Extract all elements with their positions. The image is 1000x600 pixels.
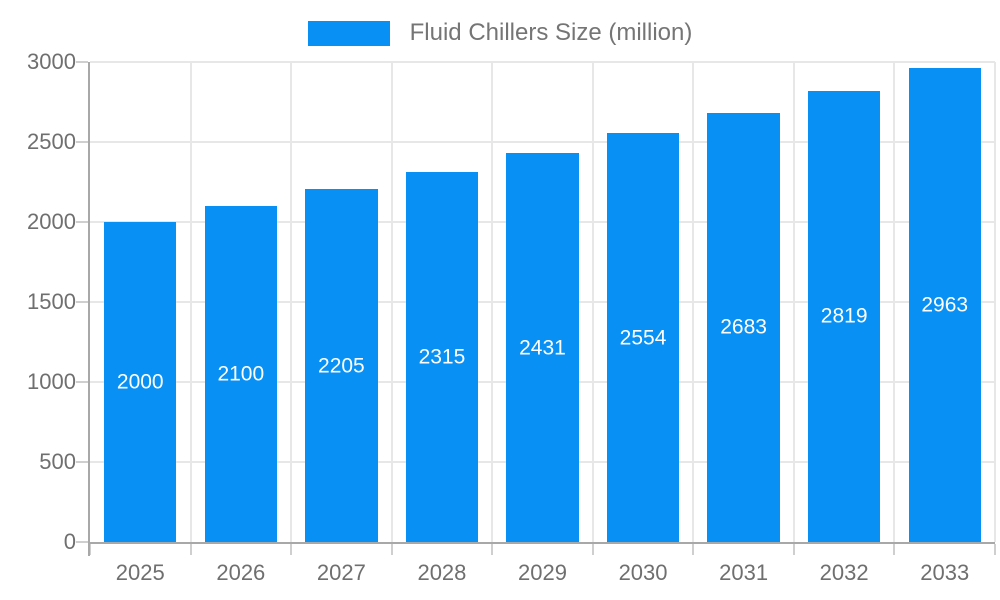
gridline-vertical xyxy=(491,62,494,542)
bar[interactable]: 2431 xyxy=(506,153,579,542)
y-tick-mark xyxy=(76,221,88,223)
gridline-vertical xyxy=(591,62,594,542)
y-axis-tick-label: 500 xyxy=(39,449,76,474)
y-axis-tick-label: 1500 xyxy=(27,289,76,314)
gridline-horizontal xyxy=(90,141,995,143)
x-axis-line xyxy=(88,542,995,544)
bar[interactable]: 2819 xyxy=(807,90,881,542)
x-axis-tick-label: 2025 xyxy=(115,560,165,585)
bar[interactable]: 2963 xyxy=(908,67,981,542)
x-tick-mark xyxy=(189,544,192,555)
legend[interactable]: Fluid Chillers Size (million) xyxy=(0,19,1000,47)
gridline-vertical xyxy=(189,62,192,542)
bar-value-label: 2431 xyxy=(519,336,566,360)
x-tick-mark xyxy=(792,544,795,555)
x-axis-tick-label: 2030 xyxy=(618,560,668,585)
x-tick-mark xyxy=(491,544,494,555)
bar[interactable]: 2683 xyxy=(707,112,780,542)
x-axis-tick-label: 2033 xyxy=(920,560,970,585)
x-axis-tick-label: 2031 xyxy=(719,560,769,585)
y-tick-mark xyxy=(76,381,88,383)
y-tick-mark xyxy=(76,141,88,143)
gridline-horizontal xyxy=(90,61,995,63)
gridline-vertical xyxy=(893,62,896,542)
x-axis-tick-label: 2028 xyxy=(417,560,467,585)
y-tick-mark xyxy=(76,461,88,463)
bar[interactable]: 2554 xyxy=(606,133,680,542)
bar-value-label: 2000 xyxy=(116,370,164,394)
bar-value-label: 2683 xyxy=(720,315,767,339)
bar[interactable]: 2000 xyxy=(104,222,177,542)
gridline-vertical xyxy=(792,62,795,542)
y-axis-line xyxy=(88,62,90,556)
bar[interactable]: 2315 xyxy=(405,171,479,542)
x-axis-tick-label: 2027 xyxy=(316,560,366,585)
legend-label: Fluid Chillers Size (million) xyxy=(409,19,693,46)
gridline-vertical xyxy=(692,62,695,542)
y-tick-mark xyxy=(76,541,88,543)
gridline-vertical xyxy=(390,62,393,542)
bar[interactable]: 2205 xyxy=(305,189,378,542)
x-tick-mark xyxy=(994,544,996,555)
bar-value-label: 2554 xyxy=(619,326,667,350)
x-tick-mark xyxy=(591,544,594,555)
gridline-vertical xyxy=(994,62,996,542)
bar-value-label: 2315 xyxy=(418,345,466,369)
x-tick-mark xyxy=(893,544,896,555)
y-axis-tick-label: 1000 xyxy=(27,369,76,394)
legend-swatch-icon xyxy=(307,20,390,46)
bar-value-label: 2819 xyxy=(820,304,868,328)
y-axis-tick-label: 2500 xyxy=(27,129,76,154)
x-tick-mark xyxy=(692,544,695,555)
y-axis-tick-label: 3000 xyxy=(27,49,76,74)
bar[interactable]: 2100 xyxy=(204,206,278,542)
gridline-vertical xyxy=(290,62,293,542)
y-tick-mark xyxy=(76,61,88,63)
y-axis-tick-label: 2000 xyxy=(27,209,76,234)
x-tick-mark xyxy=(290,544,293,555)
bar-value-label: 2205 xyxy=(318,354,365,378)
bar-value-label: 2100 xyxy=(217,362,265,386)
x-axis-tick-label: 2032 xyxy=(819,560,869,585)
x-axis-tick-label: 2029 xyxy=(518,560,567,585)
y-tick-mark xyxy=(76,301,88,303)
bar-value-label: 2963 xyxy=(921,293,969,317)
x-tick-mark xyxy=(89,544,91,555)
x-axis-tick-label: 2026 xyxy=(216,560,266,585)
x-tick-mark xyxy=(390,544,393,555)
plot-area: 0 500 1000 1500 2000 2500 3000 2025 2000 2026 2100… xyxy=(27,51,996,584)
y-axis-tick-label: 0 xyxy=(63,529,76,554)
